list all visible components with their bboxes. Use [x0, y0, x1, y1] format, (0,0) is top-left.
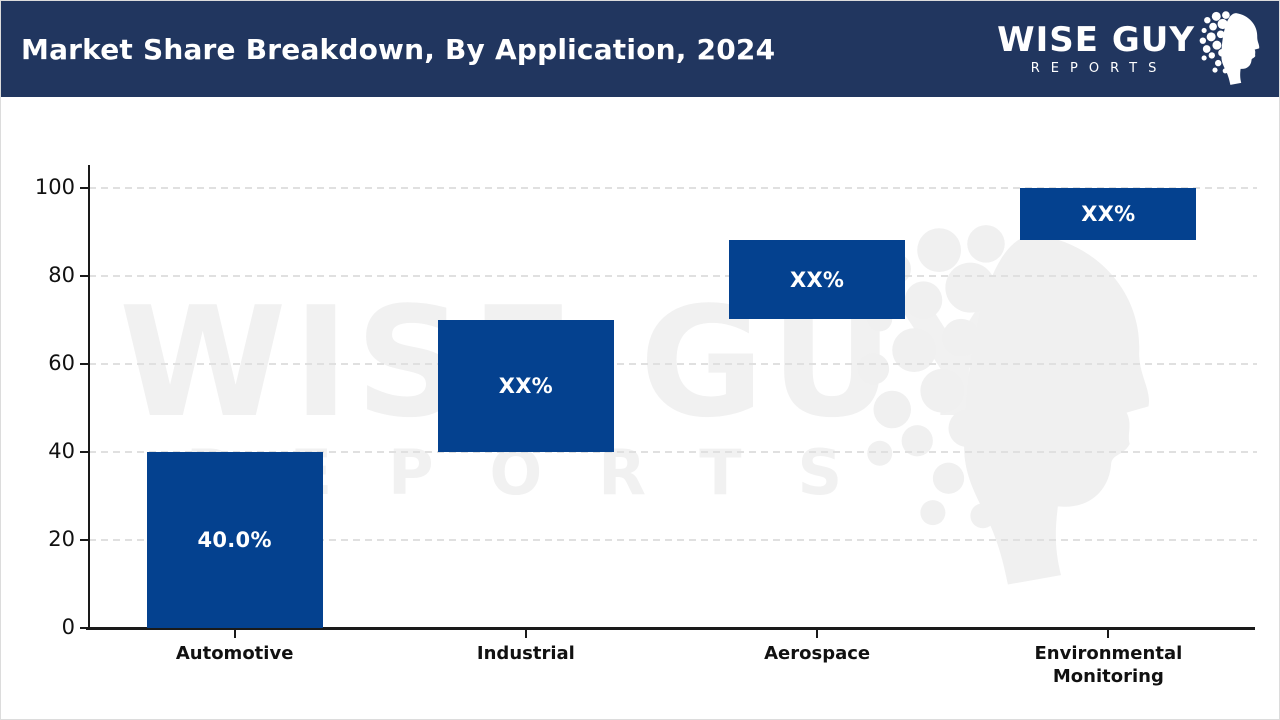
bar-value-label: XX%: [789, 267, 845, 292]
gridline-80: [89, 274, 1257, 277]
gridline-100: [89, 186, 1257, 189]
bar-industrial: XX%: [437, 319, 614, 452]
x-label-automotive: Automotive: [175, 643, 294, 664]
bar-environmental-monitoring: XX%: [1020, 187, 1197, 241]
y-tick-label-20: 20: [48, 526, 75, 551]
logo-text: WISE GUY REPORTS: [997, 23, 1195, 76]
bar-aerospace: XX%: [729, 240, 906, 320]
x-tick-industrial: [524, 630, 527, 638]
y-tick-100: [80, 186, 88, 189]
x-tick-environmental-monitoring: [1107, 630, 1110, 638]
y-tick-60: [80, 362, 88, 365]
y-tick-label-0: 0: [61, 614, 75, 639]
chart-area: WISE GUY REPORTS 0 20 40 60 80 100 40.0% XX% XX…: [1, 97, 1279, 719]
y-tick-20: [80, 538, 88, 541]
bar-value-label: XX%: [1081, 201, 1136, 226]
x-label-industrial: Industrial: [476, 643, 575, 664]
x-tick-aerospace: [816, 630, 819, 638]
gridline-60: [89, 362, 1257, 365]
page-title: Market Share Breakdown, By Application, …: [21, 32, 776, 66]
y-tick-label-80: 80: [48, 262, 75, 287]
logo-subtext: REPORTS: [1030, 60, 1168, 76]
y-tick-label-100: 100: [34, 174, 75, 199]
x-label-aerospace: Aerospace: [764, 643, 871, 664]
bar-value-label: 40.0%: [197, 527, 272, 552]
y-tick-label-60: 60: [48, 350, 75, 375]
gridline-40: [89, 450, 1257, 453]
y-tick-0: [80, 626, 88, 629]
bar-value-label: XX%: [498, 373, 554, 398]
logo-wordmark: WISE GUY: [997, 19, 1195, 60]
bar-automotive: 40.0%: [146, 451, 323, 628]
x-tick-automotive: [233, 630, 236, 638]
x-axis-line: [86, 627, 1255, 630]
header: Market Share Breakdown, By Application, …: [1, 1, 1279, 97]
y-tick-80: [80, 274, 88, 277]
gridline-20: [89, 538, 1257, 541]
wise-guy-logo: WISE GUY REPORTS: [997, 9, 1263, 89]
y-axis-line: [88, 165, 90, 627]
y-tick-label-40: 40: [48, 438, 75, 463]
y-tick-40: [80, 450, 88, 453]
x-label-environmental-monitoring: Environmental Monitoring: [1034, 643, 1183, 687]
logo-head-icon: [1199, 9, 1263, 89]
